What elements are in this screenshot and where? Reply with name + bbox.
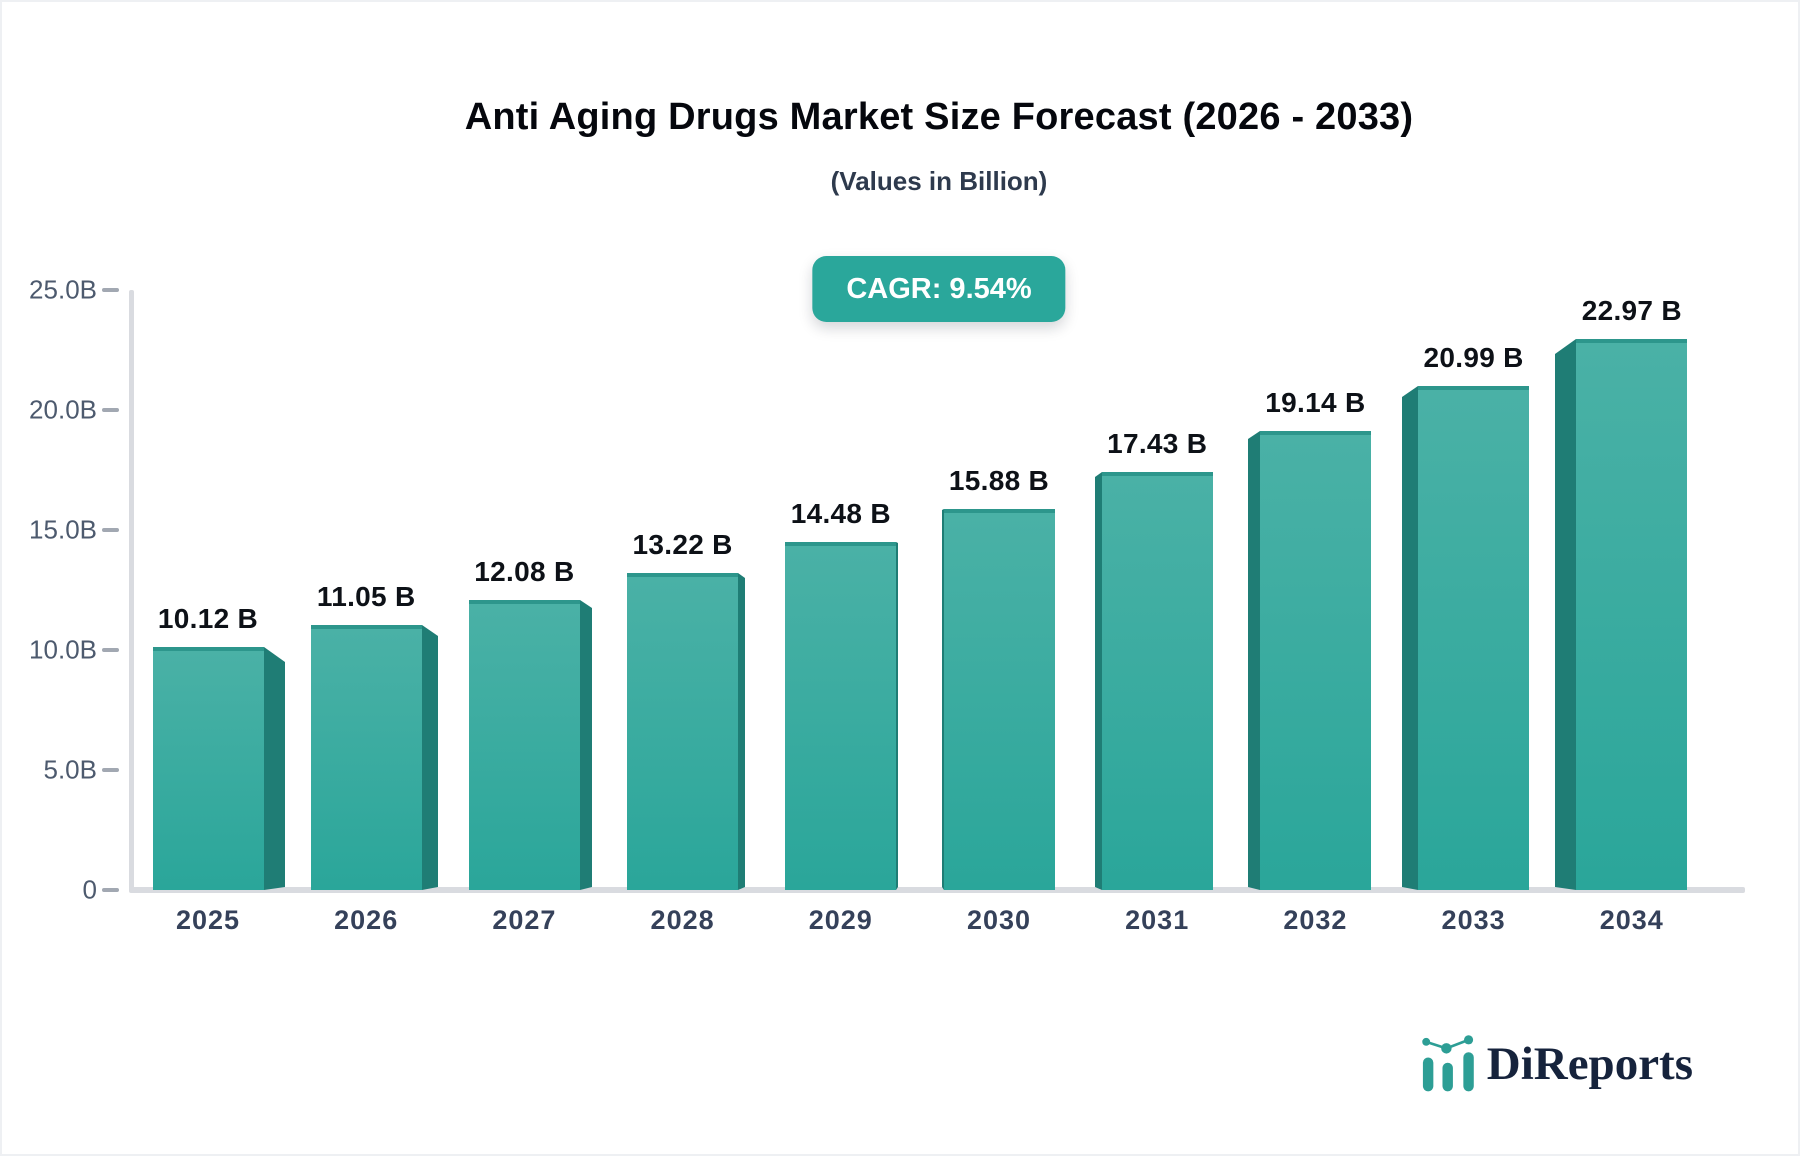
bar-side-2033 [1402, 386, 1418, 890]
bar-2030 [944, 509, 1055, 890]
bar-2025 [153, 647, 264, 890]
bar-side-2029 [896, 542, 898, 890]
y-tick-label: 15.0B [29, 514, 97, 545]
bar-2027 [469, 600, 580, 890]
bar-2032 [1260, 431, 1371, 890]
bar-2028 [627, 573, 738, 890]
bar-side-2027 [580, 600, 592, 890]
x-axis-line [129, 887, 1745, 893]
bar-value-label-2030: 15.88 B [948, 465, 1050, 496]
bar-2033 [1418, 386, 1529, 890]
y-tick-mark [102, 408, 119, 412]
bar-side-2030 [942, 509, 944, 890]
bar-2026 [311, 625, 422, 890]
x-axis-label-2029: 2029 [808, 905, 873, 935]
bar-side-2028 [738, 573, 745, 890]
x-axis-label-2031: 2031 [1125, 905, 1190, 935]
x-axis-label-2025: 2025 [175, 905, 241, 935]
y-axis-line [129, 290, 134, 890]
bar-value-label-2028: 13.22 B [632, 529, 733, 560]
y-tick-label: 20.0B [29, 394, 97, 425]
y-tick-mark [102, 288, 119, 292]
cagr-badge: CAGR: 9.54% [812, 256, 1066, 322]
bar-value-label-2027: 12.08 B [474, 556, 575, 587]
x-axis-label-2032: 2032 [1283, 905, 1348, 935]
bar-value-label-2029: 14.48 B [790, 498, 891, 529]
bar-value-label-2034: 22.97 B [1581, 295, 1682, 326]
x-axis-label-2030: 2030 [966, 905, 1032, 935]
bar-2034 [1576, 339, 1687, 890]
bar-value-label-2033: 20.99 B [1423, 342, 1524, 373]
bar-side-2025 [264, 647, 285, 890]
brand-logo: DiReports [1417, 1034, 1693, 1094]
x-axis-label-2033: 2033 [1441, 905, 1506, 935]
bar-value-label-2032: 19.14 B [1265, 387, 1366, 418]
logo-text: DiReports [1486, 1037, 1693, 1090]
bar-side-2031 [1095, 472, 1102, 890]
y-tick-mark [102, 648, 119, 652]
y-tick-mark [102, 888, 119, 892]
bar-value-label-2031: 17.43 B [1107, 428, 1208, 459]
bar-side-2034 [1555, 339, 1576, 890]
bar-side-2032 [1248, 431, 1260, 890]
bar-2029 [785, 542, 896, 890]
y-tick-label: 25.0B [29, 274, 97, 305]
x-axis-label-2034: 2034 [1599, 905, 1664, 935]
x-axis-label-2027: 2027 [492, 905, 557, 935]
bar-2031 [1102, 472, 1213, 890]
bar-value-label-2026: 11.05 B [316, 581, 416, 612]
y-tick-label: 0 [82, 874, 97, 905]
bar-side-2026 [422, 625, 438, 890]
y-tick-mark [102, 528, 119, 532]
y-tick-label: 10.0B [29, 634, 97, 665]
x-axis-label-2026: 2026 [334, 905, 399, 935]
bar-value-label-2025: 10.12 B [157, 603, 259, 634]
chart-subtitle: (Values in Billion) [830, 166, 1048, 196]
chart-title: Anti Aging Drugs Market Size Forecast (2… [464, 96, 1414, 138]
y-tick-label: 5.0B [43, 754, 98, 785]
y-tick-mark [102, 768, 119, 772]
logo-bars-icon [1417, 1034, 1481, 1094]
x-axis-label-2028: 2028 [650, 905, 715, 935]
